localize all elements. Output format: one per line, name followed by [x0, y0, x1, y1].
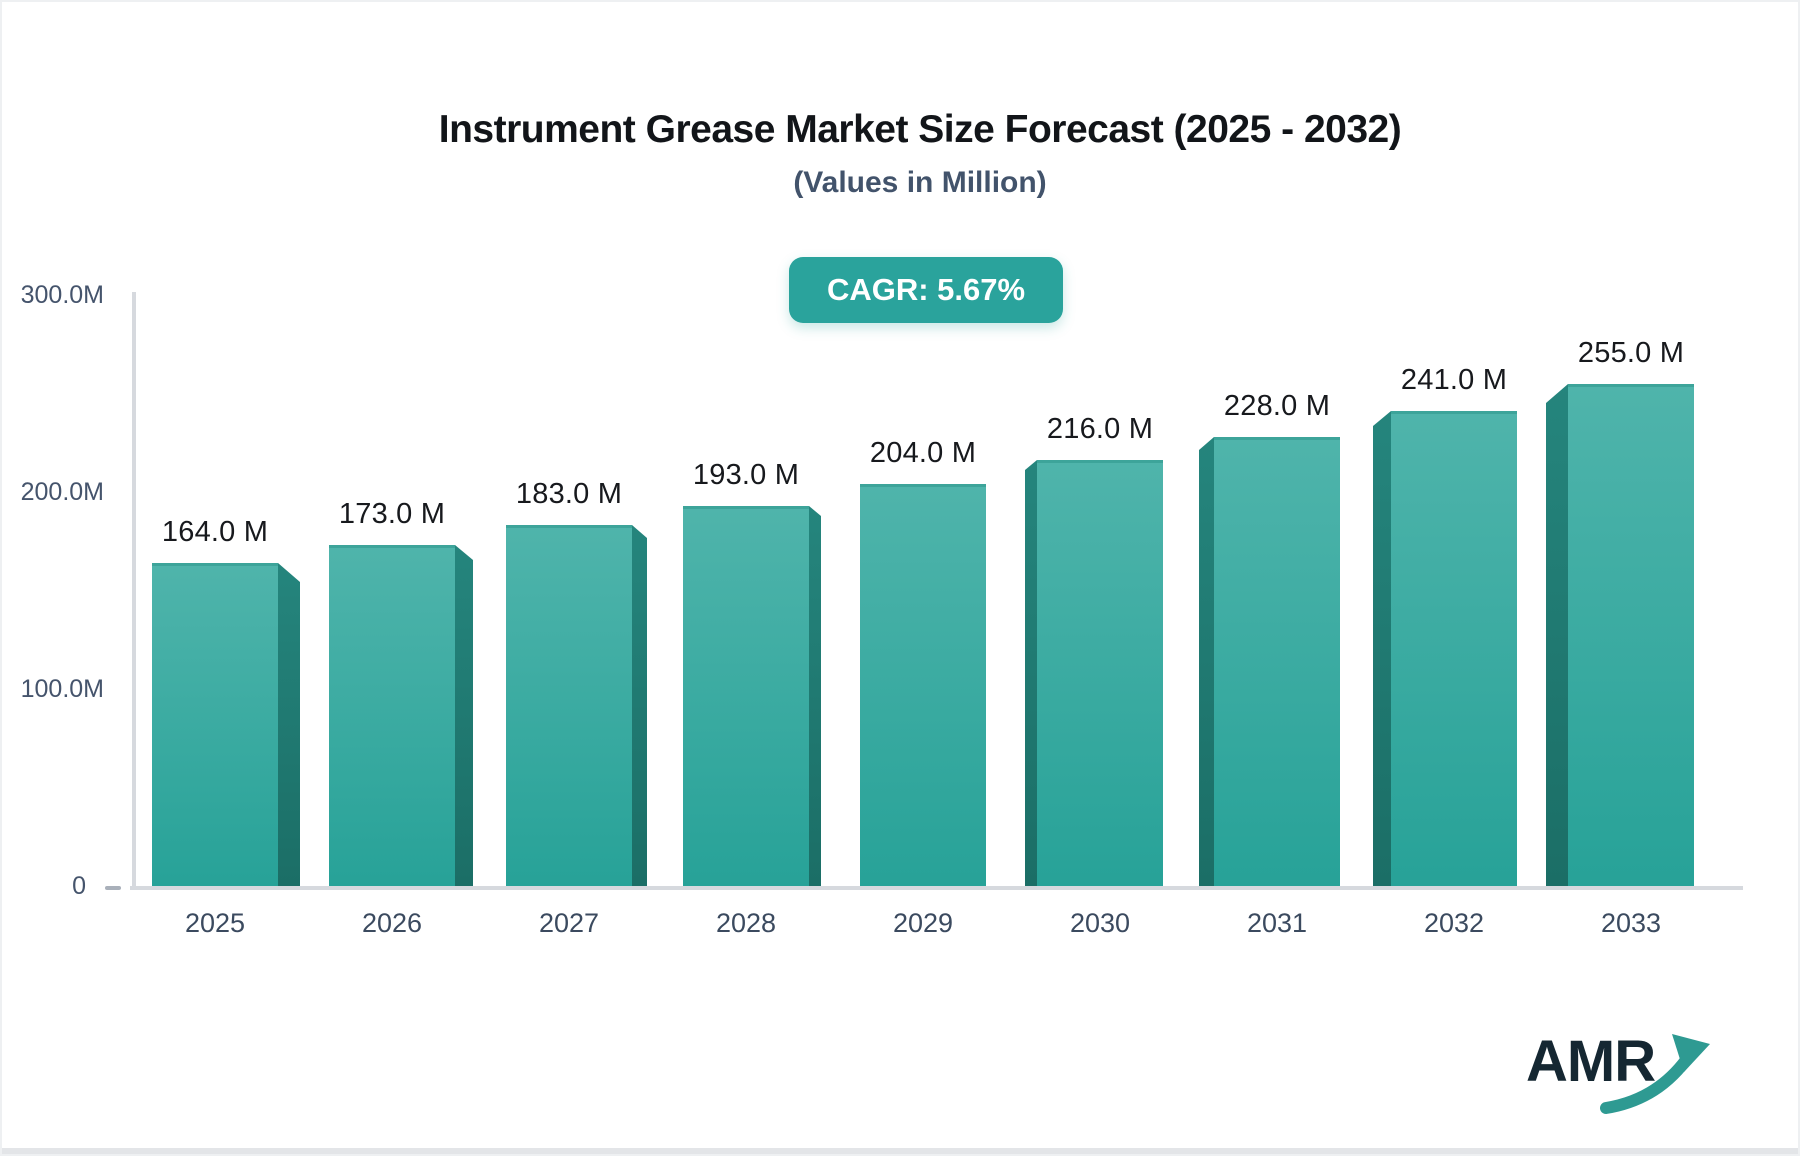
y-tick-label: 300.0M [20, 281, 104, 309]
y-tick-label: 200.0M [20, 478, 104, 506]
bar-value-label: 228.0 M [1223, 390, 1331, 422]
bar-side-2026 [455, 545, 473, 886]
bar-side-2025 [278, 563, 300, 886]
x-tick-label-2026: 2026 [361, 908, 423, 938]
x-tick-label-2028: 2028 [715, 908, 777, 938]
bar-side-2032 [1373, 411, 1391, 886]
x-tick-label-2032: 2032 [1423, 908, 1485, 938]
x-tick-label-2031: 2031 [1246, 908, 1308, 938]
bar-value-label: 204.0 M [869, 437, 977, 469]
bar-side-2030 [1025, 460, 1037, 886]
cagr-badge: CAGR: 5.67% [789, 257, 1063, 323]
bar-value-label: 183.0 M [515, 478, 623, 510]
y-axis-line [132, 292, 136, 890]
x-tick-label-2029: 2029 [892, 908, 954, 938]
x-tick-label-2027: 2027 [538, 908, 600, 938]
bar-side-2033 [1546, 384, 1568, 886]
bar-2028[interactable] [683, 506, 809, 886]
bar-2025[interactable] [152, 563, 278, 886]
y-tick-label: 0 [72, 872, 86, 900]
amr-logo-text: AMR [1526, 1029, 1656, 1094]
chart-subtitle: (Values in Million) [793, 166, 1047, 199]
bar-2032[interactable] [1391, 411, 1517, 886]
y-tick-label: 100.0M [20, 675, 104, 703]
bar-2030[interactable] [1037, 460, 1163, 886]
bar-side-2031 [1199, 437, 1214, 886]
bar-value-label: 255.0 M [1577, 337, 1685, 369]
bar-2029[interactable] [860, 484, 986, 886]
x-tick-label-2030: 2030 [1069, 908, 1131, 938]
zero-tick-dash [105, 886, 121, 890]
x-tick-label-2025: 2025 [184, 908, 246, 938]
bar-2033[interactable] [1568, 384, 1694, 886]
amr-logo: AMR [1526, 1024, 1726, 1124]
bar-value-label: 241.0 M [1400, 364, 1508, 396]
bar-value-label: 164.0 M [161, 516, 269, 548]
growth-arrow-icon [1600, 1034, 1710, 1114]
chart-title: Instrument Grease Market Size Forecast (… [438, 108, 1402, 151]
bar-2026[interactable] [329, 545, 455, 886]
x-tick-label-2033: 2033 [1600, 908, 1662, 938]
bar-side-2028 [809, 506, 821, 886]
bar-value-label: 173.0 M [338, 498, 446, 530]
bar-value-label: 193.0 M [692, 459, 800, 491]
x-axis-line [130, 886, 1743, 890]
bar-value-label: 216.0 M [1046, 413, 1154, 445]
bar-2027[interactable] [506, 525, 632, 886]
bar-side-2027 [632, 525, 647, 886]
bottom-edge-divider [2, 1148, 1798, 1154]
bar-2031[interactable] [1214, 437, 1340, 886]
